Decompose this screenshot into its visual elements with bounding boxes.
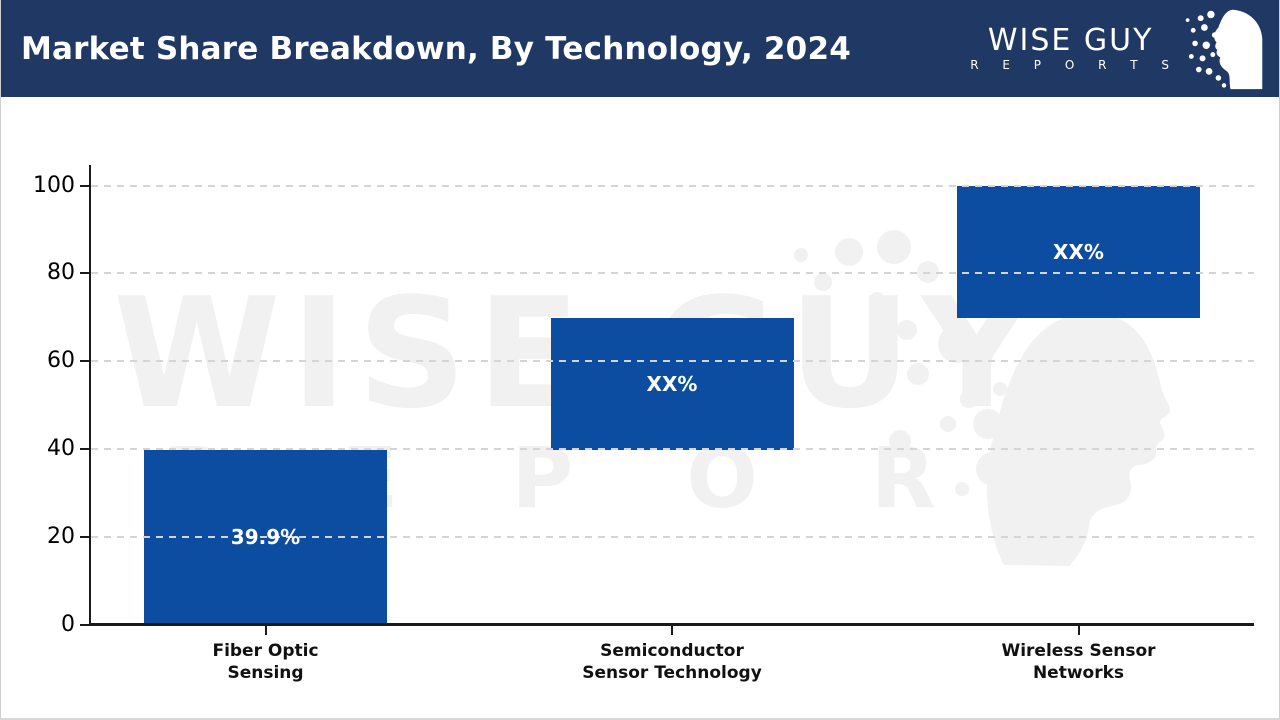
- gridline-20: [91, 536, 1254, 539]
- bar-value-label-3: XX%: [1053, 240, 1104, 265]
- x-tick-3: [1077, 626, 1080, 635]
- gridline-100: [91, 184, 1254, 187]
- brand-subtitle: R E P O R T S: [970, 58, 1179, 72]
- bar-3: [957, 186, 1200, 318]
- gridline-60: [91, 360, 1254, 363]
- y-tick-100: [80, 184, 89, 187]
- y-tick-label-80: 80: [47, 260, 75, 286]
- y-tick-label-100: 100: [33, 172, 75, 198]
- y-tick-label-20: 20: [47, 524, 75, 550]
- header-bar: Market Share Breakdown, By Technology, 2…: [1, 0, 1279, 97]
- y-tick-label-40: 40: [47, 436, 75, 462]
- y-tick-40: [80, 448, 89, 451]
- x-tick-1: [264, 626, 267, 635]
- gridline-40: [91, 448, 1254, 451]
- x-axis-line: [89, 623, 1254, 626]
- wiseguy-head-icon: [1185, 9, 1263, 89]
- y-tick-label-0: 0: [61, 612, 75, 637]
- bar-value-label-2: XX%: [646, 371, 698, 396]
- y-tick-60: [80, 360, 89, 363]
- y-tick-20: [80, 536, 89, 539]
- gridline-80: [91, 272, 1254, 275]
- x-category-label-3: Wireless Sensor Networks: [1001, 641, 1156, 683]
- y-axis-line: [89, 165, 91, 625]
- bar-2: [550, 317, 794, 450]
- brand-logo: WISE GUY R E P O R T S: [962, 7, 1267, 91]
- brand-logo-text: WISE GUY R E P O R T S: [962, 23, 1179, 72]
- brand-name: WISE GUY: [987, 23, 1154, 58]
- page-title: Market Share Breakdown, By Technology, 2…: [21, 30, 851, 67]
- bar-value-label-1: 39.9%: [230, 525, 301, 550]
- x-category-label-1: Fiber Optic Sensing: [212, 641, 319, 683]
- y-tick-80: [80, 272, 89, 275]
- x-tick-2: [671, 626, 673, 635]
- y-tick-label-60: 60: [47, 348, 75, 374]
- x-category-label-2: Semiconductor Sensor Technology: [582, 641, 762, 683]
- y-tick-0: [80, 624, 89, 626]
